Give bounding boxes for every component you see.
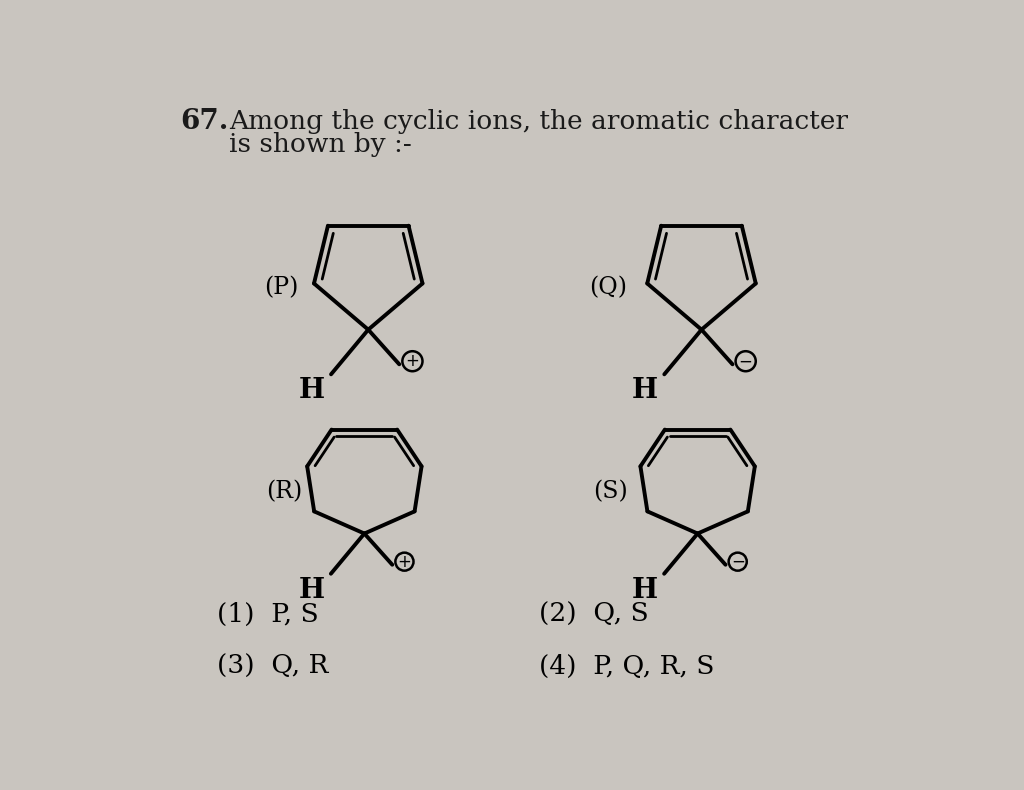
Text: Among the cyclic ions, the aromatic character: Among the cyclic ions, the aromatic char… — [228, 109, 848, 134]
Text: (S): (S) — [593, 480, 628, 503]
Text: (2)  Q, S: (2) Q, S — [539, 602, 648, 627]
Text: 67.: 67. — [180, 108, 229, 135]
Text: is shown by :-: is shown by :- — [228, 133, 412, 157]
Text: (3)  Q, R: (3) Q, R — [217, 653, 329, 679]
Text: −: − — [731, 553, 744, 570]
Text: +: + — [397, 553, 412, 570]
Text: −: − — [738, 352, 753, 371]
Text: H: H — [299, 378, 325, 404]
Text: (P): (P) — [263, 276, 298, 299]
Text: (R): (R) — [266, 480, 302, 503]
Text: (Q): (Q) — [589, 276, 627, 299]
Text: H: H — [632, 378, 658, 404]
Text: +: + — [406, 352, 420, 371]
Text: (4)  P, Q, R, S: (4) P, Q, R, S — [539, 653, 714, 679]
Text: H: H — [632, 577, 658, 604]
Text: (1)  P, S: (1) P, S — [217, 602, 318, 627]
Text: H: H — [299, 577, 325, 604]
